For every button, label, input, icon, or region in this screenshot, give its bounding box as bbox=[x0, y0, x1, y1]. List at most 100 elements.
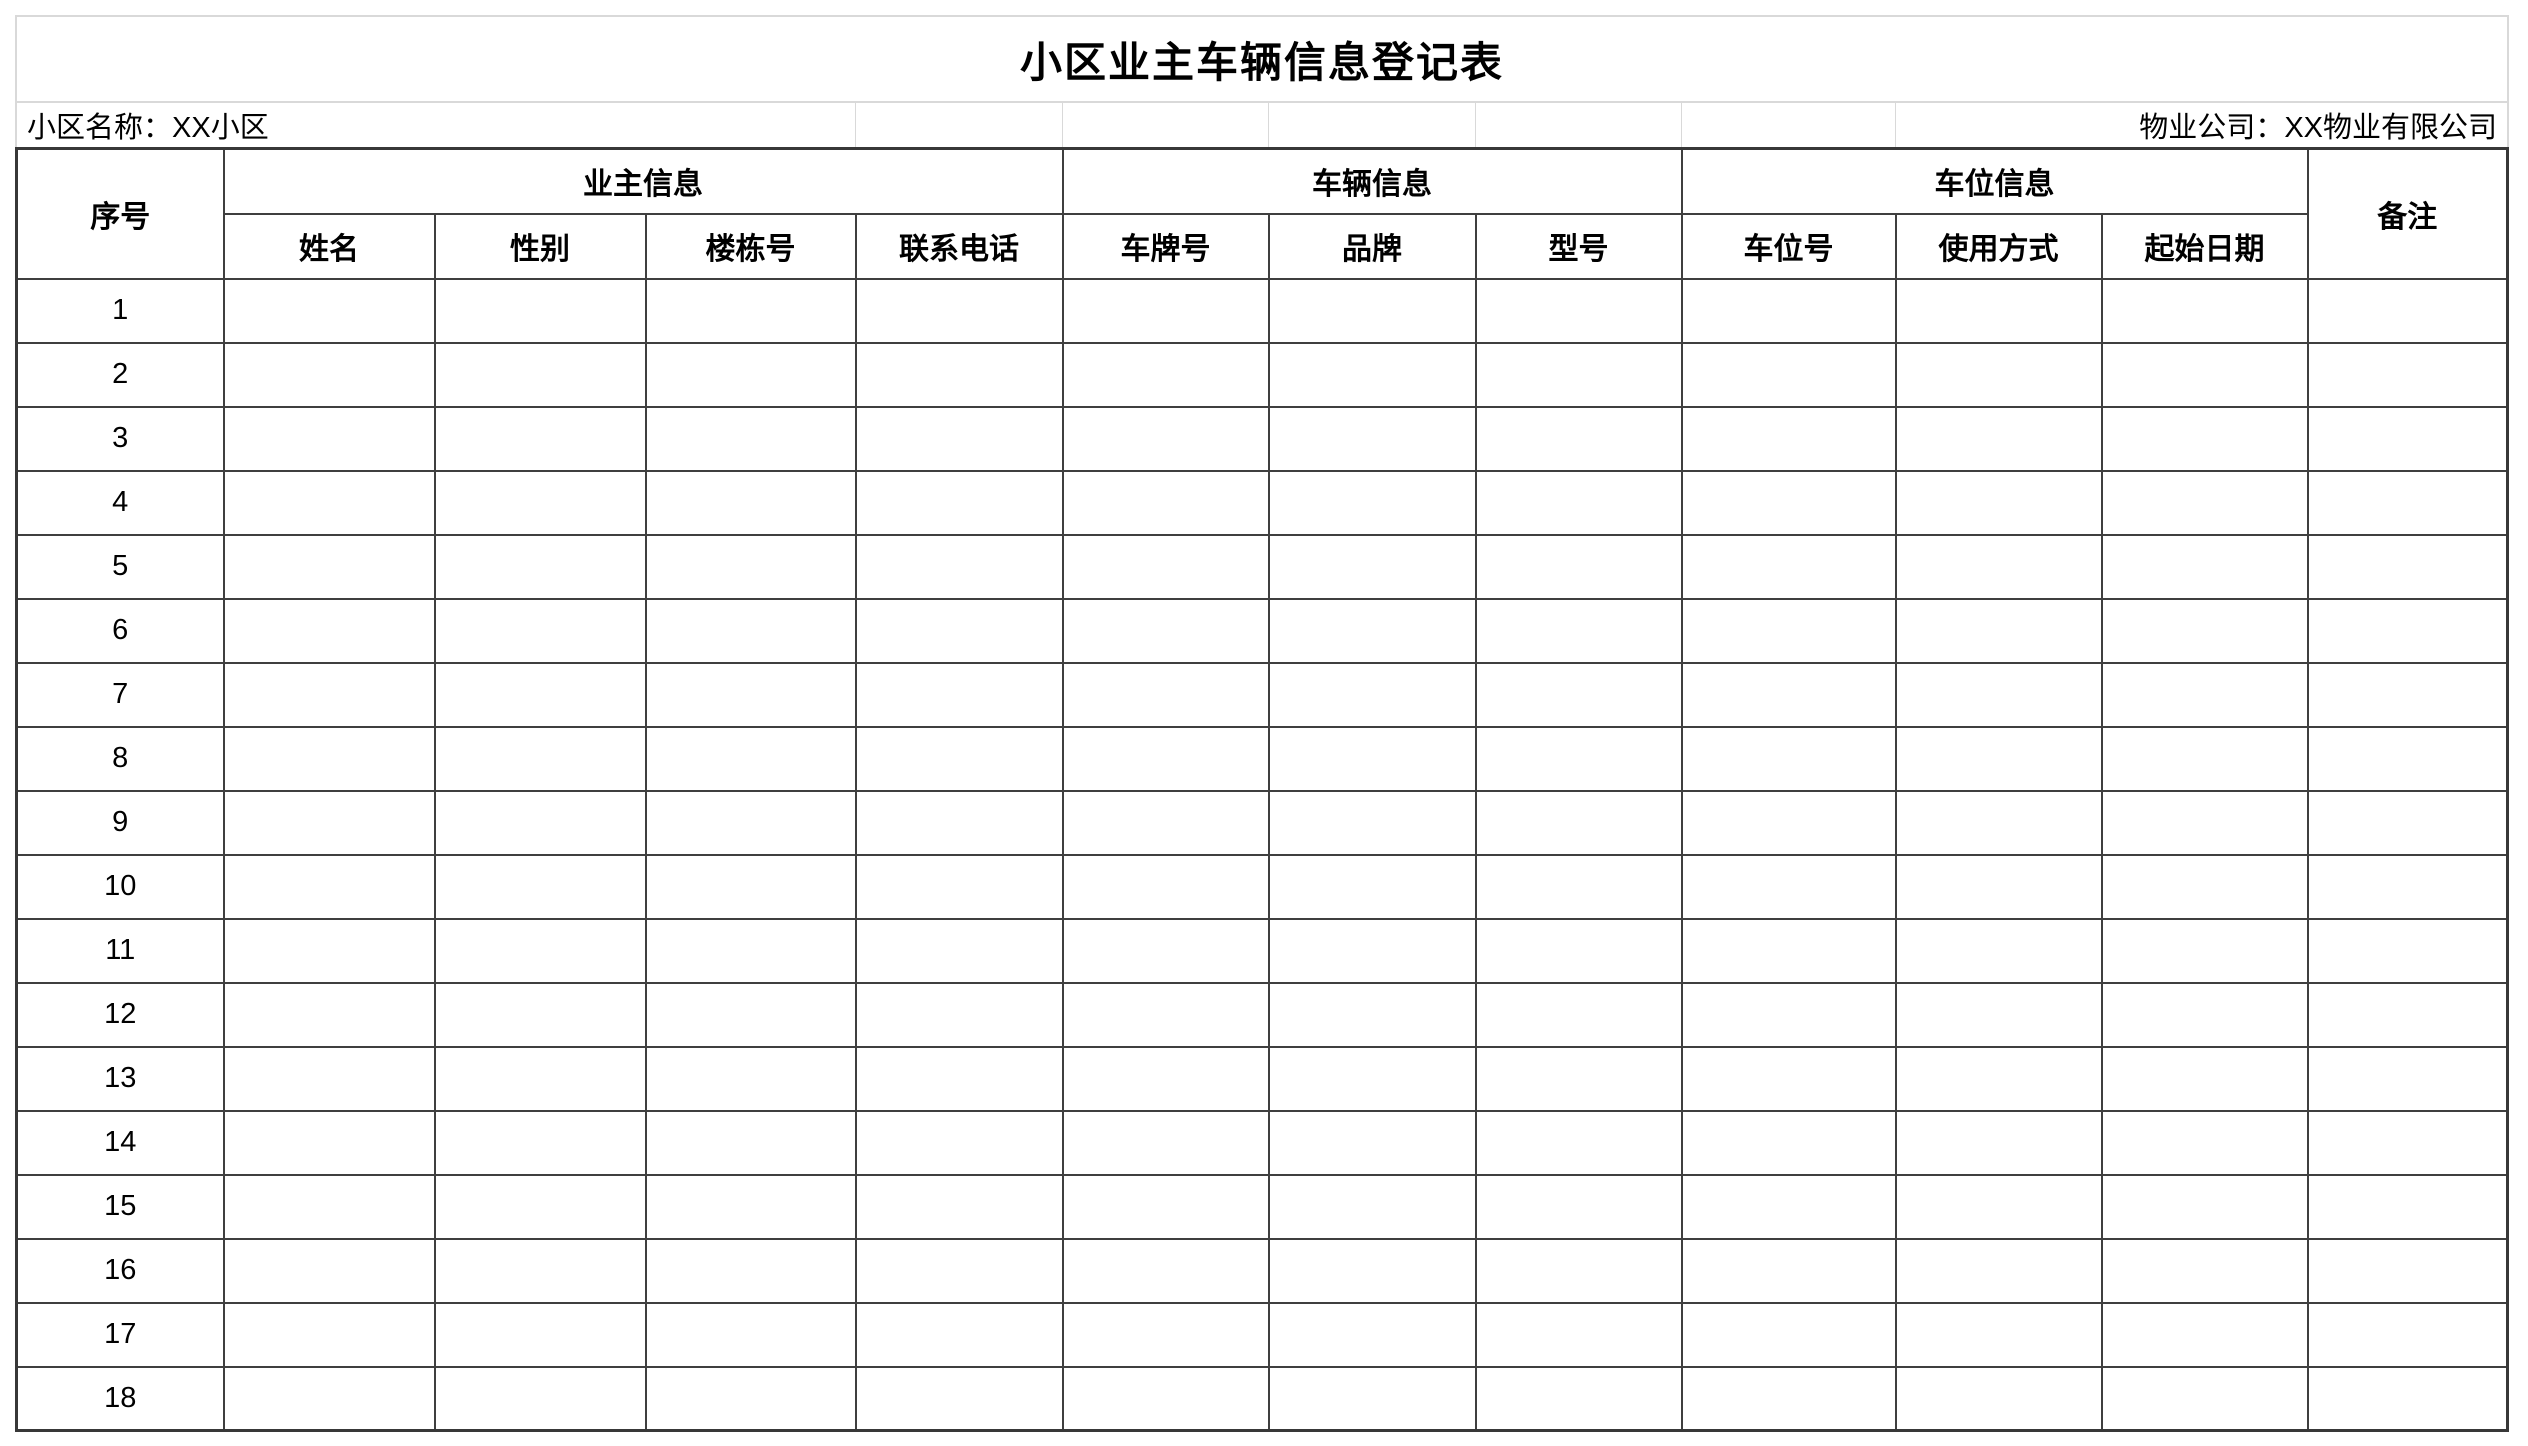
data-cell-empty[interactable] bbox=[433, 533, 647, 600]
data-cell-empty[interactable] bbox=[433, 341, 647, 408]
data-cell-empty[interactable] bbox=[1680, 277, 1897, 344]
data-cell-empty[interactable] bbox=[644, 725, 857, 792]
data-cell-empty[interactable] bbox=[2100, 1109, 2309, 1176]
data-cell-empty[interactable] bbox=[854, 405, 1064, 472]
data-cell-empty[interactable] bbox=[1680, 1173, 1897, 1240]
data-cell-empty[interactable] bbox=[433, 597, 647, 664]
data-cell-empty[interactable] bbox=[1267, 341, 1477, 408]
data-cell-empty[interactable] bbox=[1680, 725, 1897, 792]
data-cell-empty[interactable] bbox=[854, 597, 1064, 664]
data-cell-empty[interactable] bbox=[644, 1109, 857, 1176]
data-cell-empty[interactable] bbox=[222, 1301, 436, 1368]
data-cell-empty[interactable] bbox=[2306, 341, 2509, 408]
data-cell-empty[interactable] bbox=[1474, 1109, 1683, 1176]
data-cell-empty[interactable] bbox=[644, 469, 857, 536]
data-cell-empty[interactable] bbox=[1474, 469, 1683, 536]
data-cell-empty[interactable] bbox=[433, 725, 647, 792]
data-cell-empty[interactable] bbox=[644, 405, 857, 472]
data-cell-empty[interactable] bbox=[2306, 853, 2509, 920]
data-cell-empty[interactable] bbox=[1894, 917, 2103, 984]
data-cell-empty[interactable] bbox=[433, 1301, 647, 1368]
data-cell-empty[interactable] bbox=[1061, 1365, 1270, 1432]
data-cell-empty[interactable] bbox=[1680, 1301, 1897, 1368]
data-cell-empty[interactable] bbox=[2100, 533, 2309, 600]
data-cell-empty[interactable] bbox=[2100, 341, 2309, 408]
data-cell-empty[interactable] bbox=[644, 1365, 857, 1432]
data-cell-empty[interactable] bbox=[1894, 661, 2103, 728]
data-cell-empty[interactable] bbox=[1894, 1109, 2103, 1176]
data-cell-empty[interactable] bbox=[2100, 917, 2309, 984]
data-cell-empty[interactable] bbox=[1267, 533, 1477, 600]
data-cell-empty[interactable] bbox=[433, 981, 647, 1048]
data-cell-empty[interactable] bbox=[644, 1237, 857, 1304]
data-cell-empty[interactable] bbox=[1267, 277, 1477, 344]
data-cell-empty[interactable] bbox=[1474, 1237, 1683, 1304]
data-cell-empty[interactable] bbox=[2306, 469, 2509, 536]
data-cell-empty[interactable] bbox=[2306, 789, 2509, 856]
data-cell-empty[interactable] bbox=[1267, 597, 1477, 664]
data-cell-empty[interactable] bbox=[2306, 405, 2509, 472]
data-cell-empty[interactable] bbox=[644, 1301, 857, 1368]
data-cell-empty[interactable] bbox=[433, 1365, 647, 1432]
data-cell-empty[interactable] bbox=[2100, 277, 2309, 344]
data-cell-empty[interactable] bbox=[644, 341, 857, 408]
data-cell-empty[interactable] bbox=[1894, 725, 2103, 792]
data-cell-empty[interactable] bbox=[1474, 1301, 1683, 1368]
data-cell-empty[interactable] bbox=[644, 981, 857, 1048]
data-cell-empty[interactable] bbox=[1894, 469, 2103, 536]
data-cell-empty[interactable] bbox=[2306, 1365, 2509, 1432]
data-cell-empty[interactable] bbox=[433, 853, 647, 920]
data-cell-empty[interactable] bbox=[433, 917, 647, 984]
data-cell-empty[interactable] bbox=[644, 277, 857, 344]
data-cell-empty[interactable] bbox=[1474, 405, 1683, 472]
data-cell-empty[interactable] bbox=[1267, 1173, 1477, 1240]
data-cell-empty[interactable] bbox=[1267, 661, 1477, 728]
data-cell-empty[interactable] bbox=[2100, 1045, 2309, 1112]
data-cell-empty[interactable] bbox=[854, 533, 1064, 600]
data-cell-empty[interactable] bbox=[1680, 917, 1897, 984]
data-cell-empty[interactable] bbox=[2306, 1109, 2509, 1176]
data-cell-empty[interactable] bbox=[1474, 981, 1683, 1048]
data-cell-empty[interactable] bbox=[2100, 981, 2309, 1048]
data-cell-empty[interactable] bbox=[433, 469, 647, 536]
data-cell-empty[interactable] bbox=[2306, 533, 2509, 600]
data-cell-empty[interactable] bbox=[433, 405, 647, 472]
data-cell-empty[interactable] bbox=[1267, 853, 1477, 920]
data-cell-empty[interactable] bbox=[1061, 917, 1270, 984]
data-cell-empty[interactable] bbox=[1474, 341, 1683, 408]
data-cell-empty[interactable] bbox=[1061, 405, 1270, 472]
data-cell-empty[interactable] bbox=[433, 1237, 647, 1304]
data-cell-empty[interactable] bbox=[2306, 1045, 2509, 1112]
data-cell-empty[interactable] bbox=[1061, 1173, 1270, 1240]
data-cell-empty[interactable] bbox=[1474, 1173, 1683, 1240]
data-cell-empty[interactable] bbox=[222, 533, 436, 600]
data-cell-empty[interactable] bbox=[1894, 405, 2103, 472]
data-cell-empty[interactable] bbox=[1894, 1301, 2103, 1368]
data-cell-empty[interactable] bbox=[854, 277, 1064, 344]
data-cell-empty[interactable] bbox=[1061, 341, 1270, 408]
data-cell-empty[interactable] bbox=[2100, 405, 2309, 472]
data-cell-empty[interactable] bbox=[1680, 469, 1897, 536]
data-cell-empty[interactable] bbox=[1061, 853, 1270, 920]
data-cell-empty[interactable] bbox=[1474, 661, 1683, 728]
data-cell-empty[interactable] bbox=[1061, 661, 1270, 728]
data-cell-empty[interactable] bbox=[644, 1173, 857, 1240]
data-cell-empty[interactable] bbox=[1061, 725, 1270, 792]
data-cell-empty[interactable] bbox=[2306, 981, 2509, 1048]
data-cell-empty[interactable] bbox=[644, 1045, 857, 1112]
data-cell-empty[interactable] bbox=[2100, 1365, 2309, 1432]
data-cell-empty[interactable] bbox=[1680, 981, 1897, 1048]
data-cell-empty[interactable] bbox=[1680, 661, 1897, 728]
data-cell-empty[interactable] bbox=[854, 1173, 1064, 1240]
data-cell-empty[interactable] bbox=[1267, 469, 1477, 536]
data-cell-empty[interactable] bbox=[854, 853, 1064, 920]
data-cell-empty[interactable] bbox=[1474, 1045, 1683, 1112]
data-cell-empty[interactable] bbox=[1894, 853, 2103, 920]
data-cell-empty[interactable] bbox=[2100, 1237, 2309, 1304]
data-cell-empty[interactable] bbox=[1894, 1365, 2103, 1432]
data-cell-empty[interactable] bbox=[2306, 1301, 2509, 1368]
data-cell-empty[interactable] bbox=[222, 1173, 436, 1240]
data-cell-empty[interactable] bbox=[644, 789, 857, 856]
data-cell-empty[interactable] bbox=[854, 341, 1064, 408]
data-cell-empty[interactable] bbox=[1680, 597, 1897, 664]
